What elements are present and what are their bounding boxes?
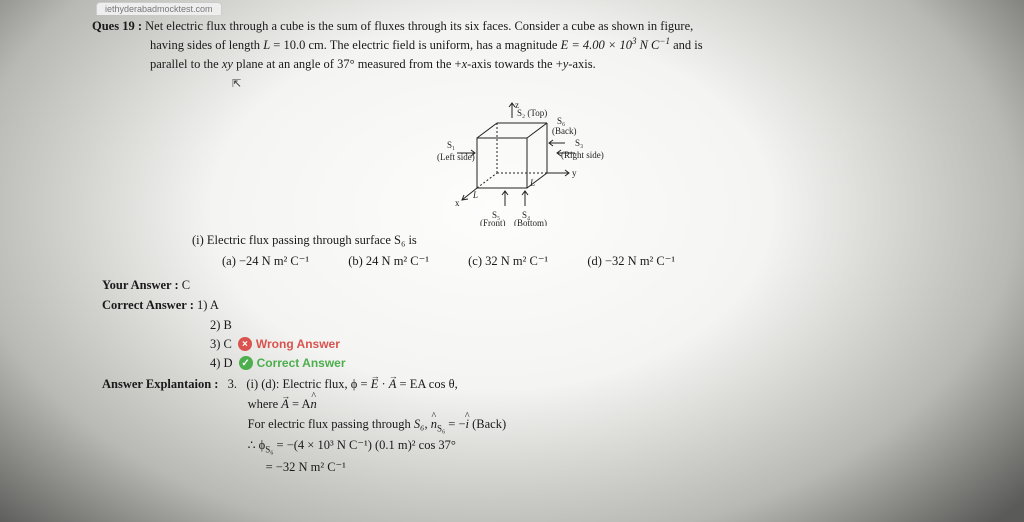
right-icon: ✓ — [239, 356, 253, 370]
cursor-icon: ⇱ — [232, 77, 932, 92]
wrong-answer-text: Wrong Answer — [256, 336, 340, 352]
correct-answer-row: Correct Answer : 1) A — [102, 297, 932, 314]
question-line2: having sides of length L = 10.0 cm. The … — [150, 35, 932, 54]
subquestion: (i) Electric flux passing through surfac… — [192, 232, 932, 249]
your-answer-label: Your Answer : — [102, 278, 179, 292]
wrong-icon: × — [238, 337, 252, 351]
page-content: Ques 19 : Net electric flux through a cu… — [92, 18, 932, 482]
svg-text:(Left side): (Left side) — [437, 152, 475, 162]
svg-text:x: x — [455, 198, 460, 208]
browser-tab: iethyderabadmocktest.com — [96, 2, 222, 15]
svg-text:(Right side): (Right side) — [561, 150, 604, 160]
explanation-row: Answer Explantaion : 3. (i) (d): Electri… — [102, 376, 932, 479]
svg-text:L: L — [472, 190, 478, 200]
question-line1: Net electric flux through a cube is the … — [145, 19, 693, 33]
your-answer-row: Your Answer : C — [102, 277, 932, 294]
option-a: (a) −24 N m² C⁻¹ — [222, 254, 309, 268]
your-answer-value: C — [182, 278, 190, 292]
explanation-body: 3. (i) (d): Electric flux, ϕ = E · A = E… — [228, 376, 507, 479]
correct-item-4: 4) D ✓ Correct Answer — [210, 355, 932, 372]
svg-text:(Back): (Back) — [552, 126, 577, 136]
options-row: (a) −24 N m² C⁻¹ (b) 24 N m² C⁻¹ (c) 32 … — [222, 253, 932, 270]
svg-text:(Front): (Front) — [480, 218, 506, 226]
explanation-label: Answer Explantaion : — [102, 376, 218, 393]
question-number: Ques 19 : — [92, 19, 142, 33]
correct-answer-label: Correct Answer : — [102, 298, 194, 312]
svg-text:y: y — [572, 168, 577, 178]
svg-text:L: L — [529, 178, 535, 188]
tab-label: iethyderabadmocktest.com — [105, 4, 213, 14]
question-block: Ques 19 : Net electric flux through a cu… — [92, 18, 932, 73]
correct-item-1: 1) A — [197, 298, 219, 312]
cube-diagram: z y x L L S₁ (Left side) S₂ (Top) S₃ (Ri… — [397, 98, 627, 226]
svg-text:S₁: S₁ — [447, 140, 455, 150]
question-line3: parallel to the xy plane at an angle of … — [150, 56, 932, 73]
svg-text:S₃: S₃ — [575, 138, 583, 148]
correct-item-2: 2) B — [210, 317, 932, 334]
correct-item-3: 3) C × Wrong Answer — [210, 336, 932, 353]
answer-block: Your Answer : C Correct Answer : 1) A 2)… — [102, 277, 932, 478]
option-b: (b) 24 N m² C⁻¹ — [348, 254, 429, 268]
correct-answer-list: 2) B 3) C × Wrong Answer 4) D ✓ Correct … — [210, 317, 932, 372]
svg-text:(Bottom): (Bottom) — [514, 218, 547, 226]
option-c: (c) 32 N m² C⁻¹ — [468, 254, 548, 268]
svg-text:S₆: S₆ — [557, 116, 565, 126]
option-d: (d) −32 N m² C⁻¹ — [587, 254, 675, 268]
correct-answer-text: Correct Answer — [257, 355, 346, 371]
svg-text:S₂ (Top): S₂ (Top) — [517, 108, 547, 118]
